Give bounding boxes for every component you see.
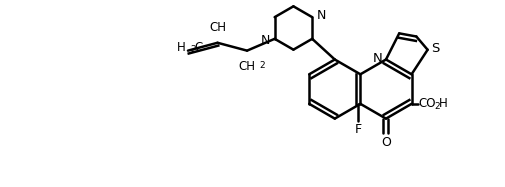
Text: F: F: [355, 123, 362, 136]
Text: N: N: [317, 9, 327, 22]
Text: N: N: [261, 34, 270, 47]
Text: 2: 2: [190, 45, 195, 54]
Text: 2: 2: [259, 62, 265, 70]
Text: S: S: [432, 42, 440, 55]
Text: CO: CO: [419, 97, 436, 110]
Text: H: H: [439, 97, 448, 110]
Text: C: C: [195, 41, 203, 54]
Text: CH: CH: [238, 59, 256, 73]
Text: CH: CH: [209, 21, 226, 34]
Text: N: N: [372, 52, 382, 65]
Text: O: O: [381, 136, 391, 149]
Text: 2: 2: [434, 102, 440, 111]
Text: H: H: [177, 41, 186, 54]
